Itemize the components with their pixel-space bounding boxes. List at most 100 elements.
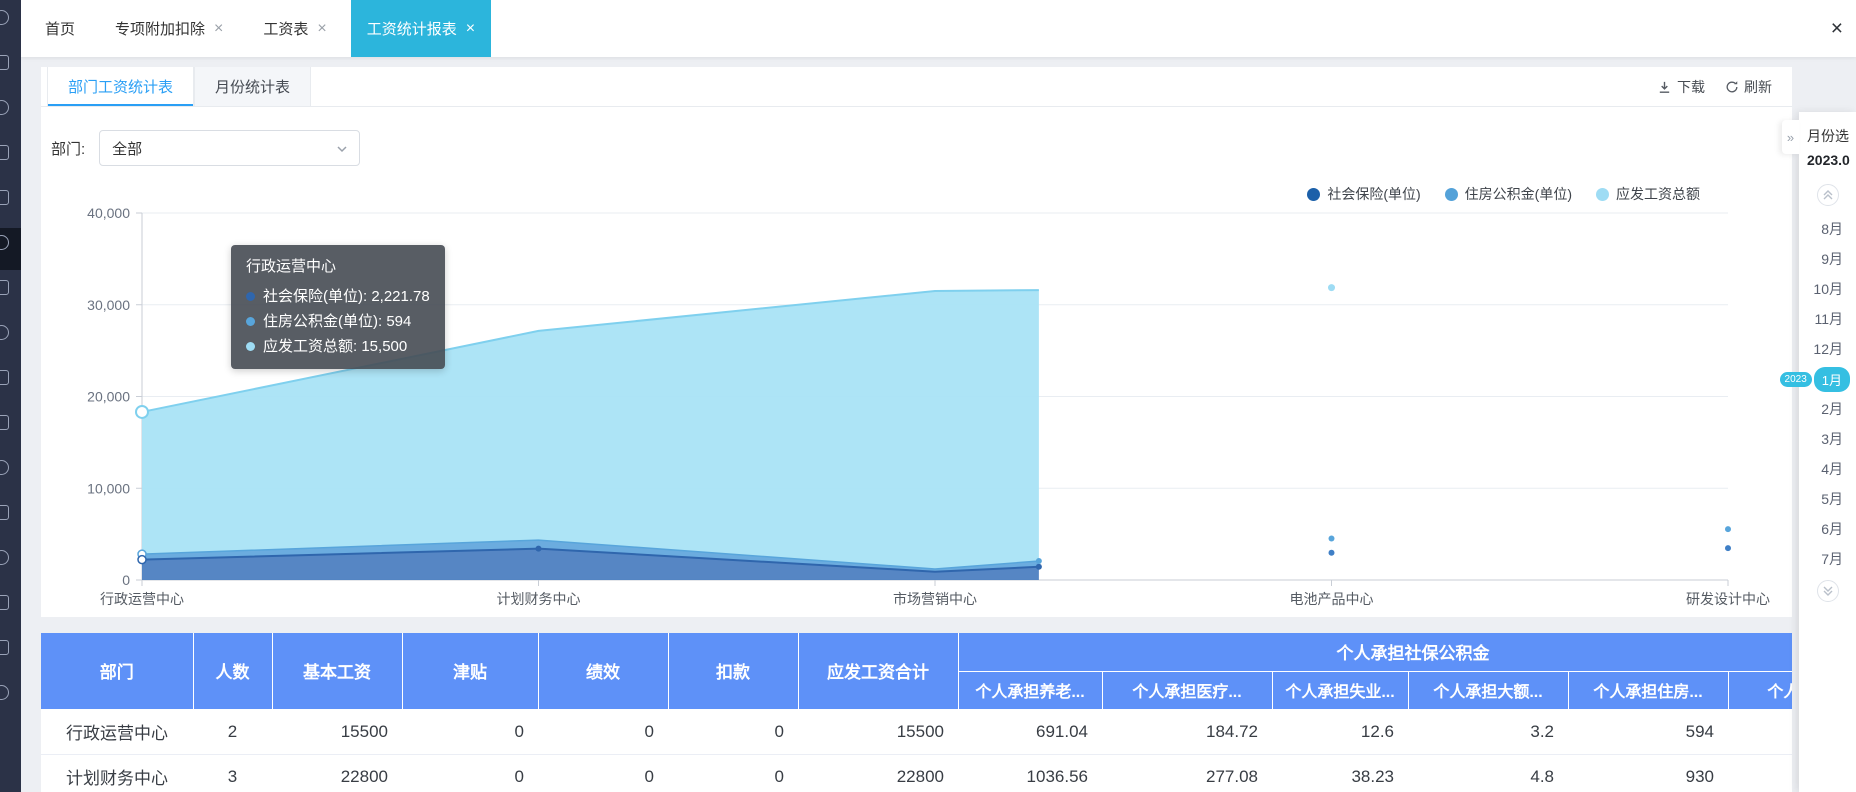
top-tab-label: 工资表 bbox=[263, 21, 309, 38]
month-item[interactable]: 2月 bbox=[1799, 394, 1856, 424]
chevron-double-up-icon bbox=[1823, 190, 1832, 200]
table-cell: 594 bbox=[1568, 709, 1728, 755]
column-header[interactable]: 扣款 bbox=[668, 633, 799, 710]
tab-close-icon[interactable]: × bbox=[465, 19, 476, 37]
sidebar-icon[interactable] bbox=[0, 145, 9, 160]
chart-toolbar: 下载 刷新 bbox=[1657, 67, 1772, 107]
month-item[interactable]: 7月 bbox=[1799, 544, 1856, 574]
table-cell: 4.8 bbox=[1408, 754, 1568, 792]
top-tab[interactable]: 工资表 × bbox=[247, 0, 342, 57]
month-item[interactable]: 6月 bbox=[1799, 514, 1856, 544]
sidebar-icon[interactable] bbox=[0, 640, 9, 655]
department-select[interactable]: 全部 bbox=[99, 130, 361, 166]
tab-close-icon[interactable]: × bbox=[214, 19, 224, 37]
top-tab[interactable]: 工资统计报表 × bbox=[350, 0, 492, 57]
svg-text:行政运营中心: 行政运营中心 bbox=[100, 591, 184, 607]
sidebar-icon[interactable] bbox=[0, 460, 9, 475]
sidebar-icon[interactable] bbox=[0, 505, 9, 520]
table-cell: 2 bbox=[193, 709, 272, 755]
table-cell: 22800 bbox=[798, 754, 958, 792]
column-subheader[interactable]: 个人承... bbox=[1728, 671, 1792, 710]
month-list: 8月 9月 10月 11月 12月 2023 1月 2月 3月 4月 5月 6月 7月 bbox=[1779, 214, 1856, 574]
month-item[interactable]: 9月 bbox=[1799, 244, 1856, 274]
sidebar-icon[interactable] bbox=[0, 685, 9, 700]
top-tab[interactable]: 专项附加扣除 × bbox=[99, 0, 239, 57]
column-header[interactable]: 人数 bbox=[193, 633, 273, 710]
column-header[interactable]: 基本工资 bbox=[272, 633, 403, 710]
month-item[interactable]: 11月 bbox=[1799, 304, 1856, 334]
sidebar-icon[interactable] bbox=[0, 100, 9, 115]
department-select-value: 全部 bbox=[112, 140, 143, 158]
month-item[interactable]: 3月 bbox=[1799, 424, 1856, 454]
table-cell: 22800 bbox=[272, 754, 402, 792]
refresh-label: 刷新 bbox=[1744, 79, 1772, 95]
svg-text:20,000: 20,000 bbox=[87, 389, 130, 405]
download-button[interactable]: 下载 bbox=[1657, 77, 1705, 97]
legend-label: 住房公积金(单位) bbox=[1464, 186, 1572, 202]
legend-item[interactable]: 社会保险(单位) bbox=[1307, 184, 1421, 204]
download-icon bbox=[1659, 81, 1670, 93]
month-item[interactable]: 5月 bbox=[1799, 484, 1856, 514]
sidebar-icon[interactable] bbox=[0, 415, 9, 430]
column-subheader[interactable]: 个人承担养老... bbox=[958, 671, 1103, 710]
refresh-icon bbox=[1726, 81, 1738, 93]
month-item[interactable]: 12月 bbox=[1799, 334, 1856, 364]
month-item[interactable]: 8月 bbox=[1799, 214, 1856, 244]
table-cell: 691.04 bbox=[958, 709, 1102, 755]
legend-item[interactable]: 住房公积金(单位) bbox=[1444, 184, 1572, 204]
chevron-down-icon bbox=[337, 146, 347, 153]
month-label: 9月 bbox=[1821, 251, 1843, 267]
legend-dot-icon bbox=[1444, 187, 1458, 201]
month-label: 2月 bbox=[1821, 401, 1843, 417]
column-subheader[interactable]: 个人承担医疗... bbox=[1102, 671, 1273, 710]
table-cell bbox=[1728, 754, 1792, 792]
legend-dot-icon bbox=[1596, 187, 1609, 201]
tab-close-icon[interactable]: × bbox=[317, 19, 327, 37]
sidebar-icon[interactable] bbox=[0, 370, 9, 385]
month-item[interactable]: 2023 1月 bbox=[1779, 364, 1856, 394]
table-cell: 0 bbox=[402, 709, 538, 755]
scroll-up-button[interactable] bbox=[1816, 184, 1839, 206]
download-label: 下载 bbox=[1677, 79, 1705, 95]
close-window-icon[interactable]: × bbox=[1830, 16, 1843, 40]
panel-collapse-button[interactable]: » bbox=[1782, 120, 1799, 154]
sub-tab[interactable]: 月份统计表 bbox=[194, 67, 312, 106]
svg-text:40,000: 40,000 bbox=[87, 205, 130, 221]
sidebar-icons bbox=[0, 0, 21, 700]
department-filter-label: 部门: bbox=[51, 140, 86, 158]
legend-item[interactable]: 应发工资总额 bbox=[1596, 184, 1700, 204]
column-header[interactable]: 应发工资合计 bbox=[798, 633, 959, 710]
month-label: 7月 bbox=[1821, 551, 1843, 567]
column-subheader[interactable]: 个人承担大额... bbox=[1408, 671, 1569, 710]
top-tab-bar: 首页 专项附加扣除 × 工资表 × 工资统计报表 × × bbox=[21, 0, 1856, 57]
column-subheader[interactable]: 个人承担失业... bbox=[1272, 671, 1409, 710]
table-cell: 38.23 bbox=[1272, 754, 1408, 792]
sidebar-icon[interactable] bbox=[0, 235, 9, 250]
sidebar-icon[interactable] bbox=[0, 280, 9, 295]
sidebar-icon[interactable] bbox=[0, 325, 9, 340]
top-tab[interactable]: 首页 bbox=[29, 0, 91, 57]
top-tab-label: 专项附加扣除 bbox=[115, 21, 206, 38]
sidebar-icon[interactable] bbox=[0, 190, 9, 205]
sidebar-icon[interactable] bbox=[0, 10, 9, 25]
month-label: 4月 bbox=[1821, 461, 1843, 477]
month-label: 12月 bbox=[1813, 341, 1843, 357]
sub-tab[interactable]: 部门工资统计表 bbox=[47, 67, 195, 106]
sidebar-icon[interactable] bbox=[0, 550, 9, 565]
table-cell: 184.72 bbox=[1102, 709, 1272, 755]
refresh-button[interactable]: 刷新 bbox=[1725, 77, 1772, 97]
column-subheader[interactable]: 个人承担住房... bbox=[1568, 671, 1729, 710]
column-header[interactable]: 部门 bbox=[41, 633, 194, 710]
month-item[interactable]: 4月 bbox=[1799, 454, 1856, 484]
table-row[interactable]: 行政运营中心 2 15500 0 0 0 15500 691.04 184.72 12.6 3.2 5… bbox=[41, 709, 1792, 755]
scroll-down-button[interactable] bbox=[1816, 580, 1839, 602]
sidebar-icon[interactable] bbox=[0, 595, 9, 610]
collapse-icon: » bbox=[1786, 129, 1795, 145]
department-filter-row: 部门: 全部 bbox=[41, 123, 361, 173]
table-row[interactable]: 计划财务中心 3 22800 0 0 0 22800 1036.56 277.08 38.23 4.… bbox=[41, 754, 1792, 792]
month-item[interactable]: 10月 bbox=[1799, 274, 1856, 304]
table-cell: 15500 bbox=[272, 709, 402, 755]
column-header[interactable]: 津贴 bbox=[402, 633, 539, 710]
column-header[interactable]: 绩效 bbox=[538, 633, 669, 710]
sidebar-icon[interactable] bbox=[0, 55, 9, 70]
